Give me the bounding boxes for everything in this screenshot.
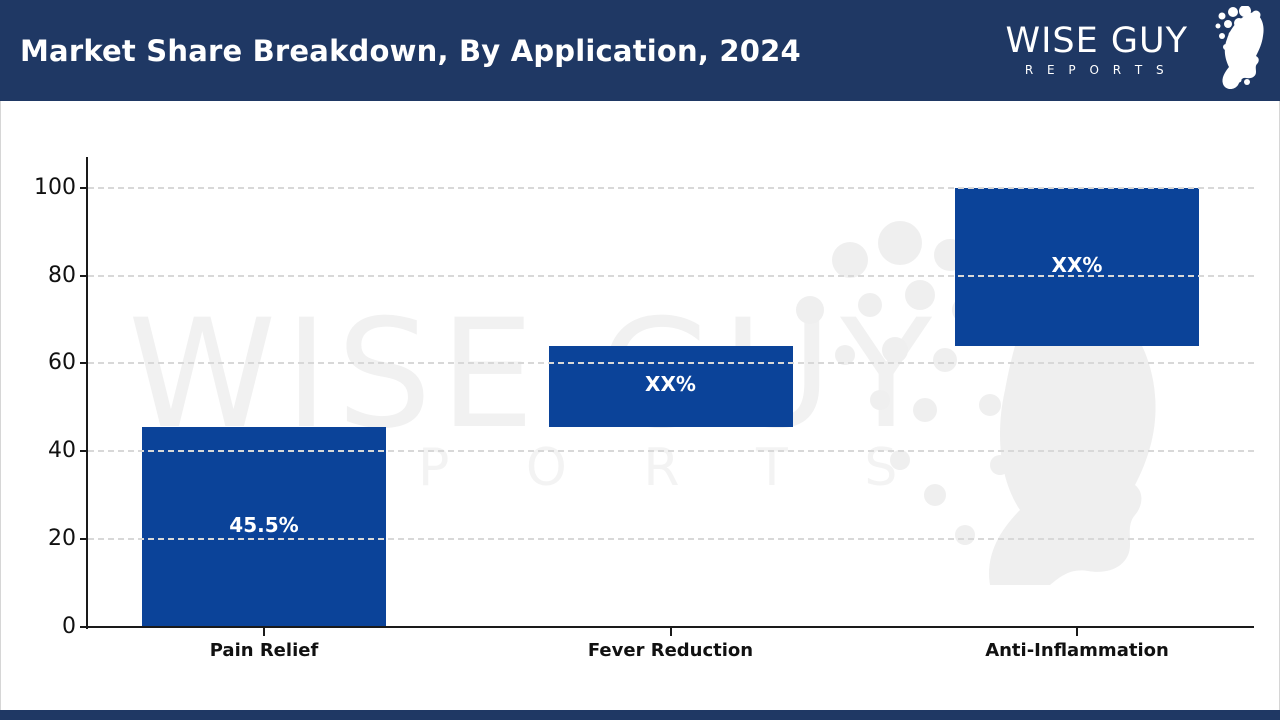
wise-guy-face-icon bbox=[1215, 6, 1264, 90]
y-tick-label-0: 0 bbox=[62, 613, 76, 639]
y-tick-mark-100 bbox=[80, 187, 88, 189]
y-tick-label-100: 100 bbox=[34, 175, 76, 200]
bar-label-1: XX% bbox=[645, 372, 696, 397]
y-tick-mark-60 bbox=[80, 362, 88, 365]
gridline-60 bbox=[88, 362, 1254, 365]
wise-guy-logo: WISE GUY R E P O R T S bbox=[1005, 6, 1266, 92]
bar-label-0: 45.5% bbox=[229, 512, 299, 537]
gridline-40 bbox=[88, 450, 1254, 453]
x-tick-mark-0 bbox=[263, 627, 265, 636]
bar-anti-inflammation bbox=[955, 188, 1199, 346]
y-tick-mark-40 bbox=[80, 450, 88, 453]
x-tick-mark-1 bbox=[669, 627, 672, 636]
logo-wordmark-line1: WISE GUY bbox=[1005, 21, 1188, 61]
y-tick-label-40: 40 bbox=[48, 438, 76, 464]
header-bar: Market Share Breakdown, By Application, … bbox=[0, 0, 1280, 101]
y-tick-mark-80 bbox=[80, 274, 88, 277]
bar-fever-reduction bbox=[548, 345, 793, 427]
gridline-80 bbox=[88, 274, 1254, 277]
x-category-label-2: Anti-Inflammation bbox=[985, 640, 1169, 661]
bar-label-2: XX% bbox=[1051, 252, 1103, 277]
x-category-label-1: Fever Reduction bbox=[587, 640, 754, 661]
gridline-20 bbox=[88, 537, 1254, 540]
x-tick-mark-2 bbox=[1076, 627, 1078, 636]
logo-wordmark: WISE GUY R E P O R T S bbox=[1005, 21, 1188, 77]
gridline-100 bbox=[88, 187, 1254, 189]
y-tick-mark-0 bbox=[80, 625, 88, 628]
y-tick-label-20: 20 bbox=[48, 525, 76, 551]
y-tick-label-80: 80 bbox=[48, 262, 76, 288]
page-title: Market Share Breakdown, By Application, … bbox=[20, 33, 801, 68]
logo-wordmark-line2: R E P O R T S bbox=[1024, 63, 1169, 77]
y-axis bbox=[86, 157, 88, 629]
y-tick-mark-20 bbox=[80, 537, 88, 540]
x-axis bbox=[86, 626, 1254, 628]
bar-pain-relief bbox=[142, 426, 386, 627]
y-tick-label-60: 60 bbox=[48, 350, 76, 376]
x-category-label-0: Pain Relief bbox=[209, 640, 319, 661]
footer-bar bbox=[0, 710, 1280, 720]
watermark-face-icon bbox=[796, 221, 1156, 585]
